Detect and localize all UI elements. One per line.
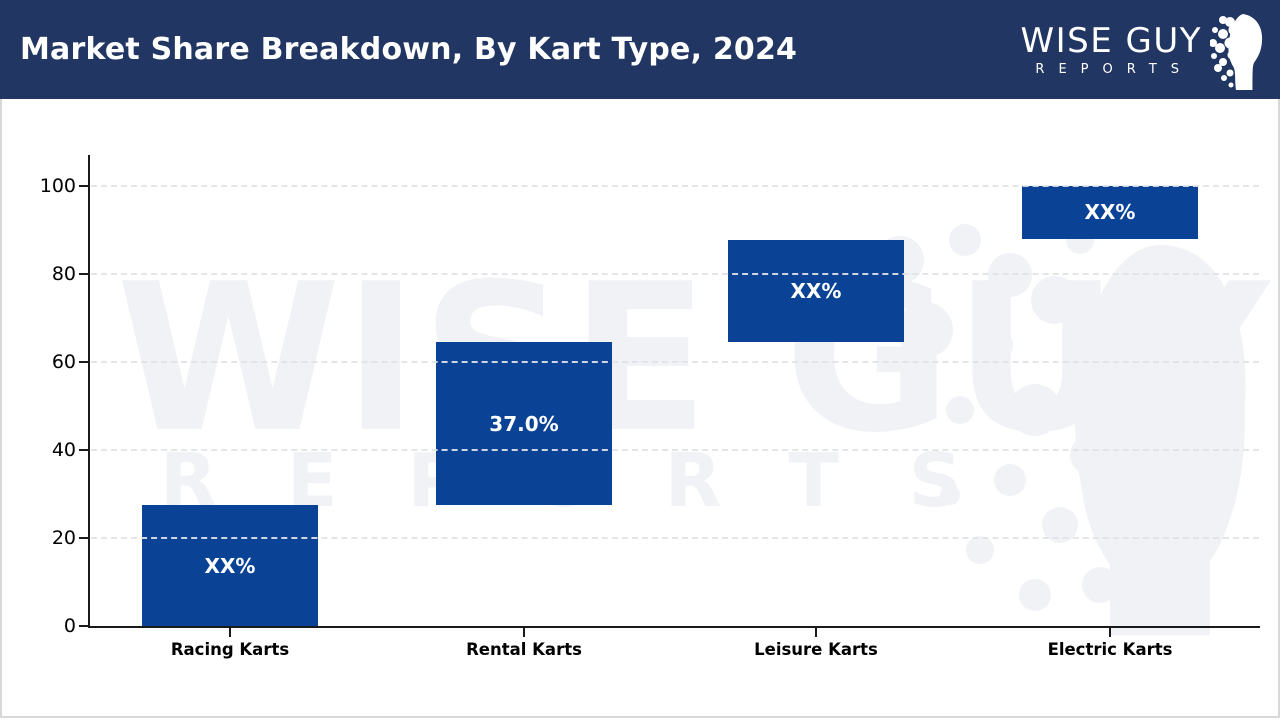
- gridline: [91, 449, 1259, 451]
- y-tick-label: 80: [51, 263, 76, 285]
- x-axis-tick: [523, 628, 525, 637]
- x-axis-tick: [815, 628, 817, 637]
- y-tick-label: 40: [51, 439, 76, 461]
- y-axis-tick: [79, 273, 88, 275]
- bar: [728, 240, 904, 343]
- x-tick-label: Rental Karts: [466, 640, 582, 659]
- bar: [142, 505, 318, 626]
- logo-text: WISE GUY REPORTS: [1020, 24, 1202, 76]
- page-title: Market Share Breakdown, By Kart Type, 20…: [20, 32, 798, 67]
- x-axis-tick: [1109, 628, 1111, 637]
- y-tick-label: 100: [39, 175, 76, 197]
- y-axis-tick: [79, 625, 88, 627]
- logo-wordmark: WISE GUY: [1020, 20, 1202, 61]
- page-border-left: [0, 99, 2, 718]
- gridline: [91, 185, 1259, 187]
- wise-guy-reports-logo: WISE GUY REPORTS: [1020, 10, 1264, 90]
- bar-value-label: XX%: [1084, 200, 1136, 225]
- logo-head-icon: [1210, 13, 1263, 90]
- header-bar: Market Share Breakdown, By Kart Type, 20…: [0, 0, 1280, 99]
- y-axis-line: [88, 155, 90, 628]
- y-axis-tick: [79, 537, 88, 539]
- gridline: [91, 273, 1259, 275]
- logo-subtitle: REPORTS: [1035, 61, 1194, 77]
- y-axis-tick: [79, 361, 88, 363]
- y-axis-tick: [79, 449, 88, 451]
- page-border-right: [1278, 99, 1280, 718]
- bar-value-label: 37.0%: [489, 411, 559, 436]
- x-tick-label: Leisure Karts: [754, 640, 878, 659]
- bar-value-label: XX%: [790, 279, 842, 304]
- x-axis-tick: [229, 628, 231, 637]
- y-axis-tick: [79, 185, 88, 187]
- x-tick-label: Racing Karts: [170, 640, 290, 659]
- y-tick-label: 20: [51, 527, 76, 549]
- bar-value-label: XX%: [204, 553, 256, 578]
- y-tick-label: 0: [63, 615, 76, 637]
- gridline: [91, 537, 1259, 539]
- gridline: [91, 361, 1259, 363]
- page-border-bottom: [0, 716, 1280, 718]
- bar: [1022, 186, 1198, 239]
- bar: [436, 342, 612, 505]
- x-tick-label: Electric Karts: [1047, 640, 1173, 659]
- y-tick-label: 60: [51, 351, 76, 373]
- x-axis-line: [88, 626, 1260, 628]
